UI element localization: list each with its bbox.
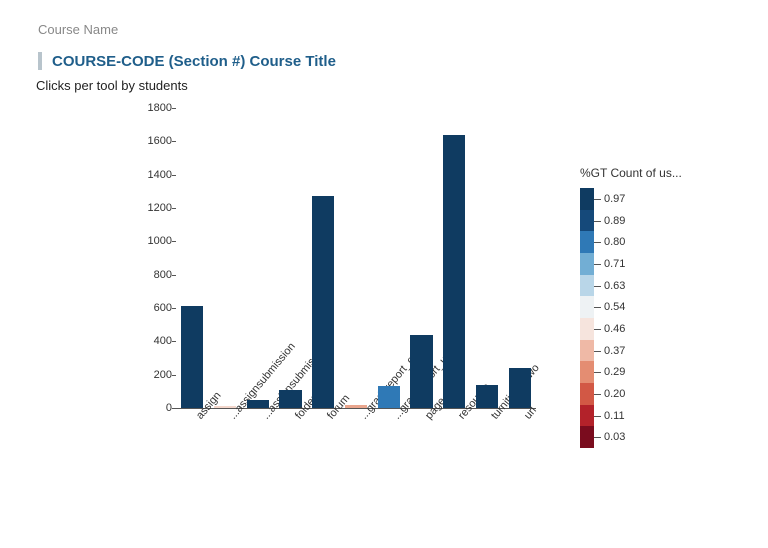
y-tick-label: 1000 bbox=[132, 235, 172, 247]
legend-tick-mark bbox=[594, 437, 601, 438]
y-tick-mark bbox=[172, 141, 176, 142]
legend-tick-mark bbox=[594, 221, 601, 222]
legend-tick-mark bbox=[594, 372, 601, 373]
bar[interactable] bbox=[509, 368, 531, 408]
title-row: COURSE-CODE (Section #) Course Title bbox=[38, 52, 336, 70]
legend-body: 0.97 0.89 0.80 0.71 0.63 0.54 0.46 0.37 0.29 0.20… bbox=[580, 188, 740, 448]
legend-tick-label: 0.37 bbox=[604, 345, 625, 357]
section-label: Course Name bbox=[38, 22, 118, 37]
legend-tick-label: 0.89 bbox=[604, 215, 625, 227]
legend-swatch bbox=[580, 383, 594, 405]
y-tick-label: 200 bbox=[132, 369, 172, 381]
y-tick-label: 1600 bbox=[132, 135, 172, 147]
y-tick-mark bbox=[172, 208, 176, 209]
bar[interactable] bbox=[279, 390, 301, 408]
legend-swatch bbox=[580, 296, 594, 318]
chart-subtitle: Clicks per tool by students bbox=[36, 78, 188, 93]
y-tick-mark bbox=[172, 375, 176, 376]
legend-swatch bbox=[580, 318, 594, 340]
legend-tick-label: 0.63 bbox=[604, 280, 625, 292]
y-tick-mark bbox=[172, 241, 176, 242]
legend-tick-mark bbox=[594, 351, 601, 352]
bar-chart: 020040060080010001200140016001800assigna… bbox=[136, 108, 536, 428]
legend-swatch bbox=[580, 340, 594, 362]
y-tick-mark bbox=[172, 175, 176, 176]
legend-tick-label: 0.03 bbox=[604, 431, 625, 443]
legend-swatch bbox=[580, 275, 594, 297]
bar[interactable] bbox=[443, 135, 465, 408]
report-canvas: Course Name COURSE-CODE (Section #) Cour… bbox=[0, 0, 768, 548]
bar[interactable] bbox=[410, 335, 432, 408]
legend-tick-mark bbox=[594, 242, 601, 243]
y-tick-mark bbox=[172, 275, 176, 276]
legend-swatch bbox=[580, 361, 594, 383]
y-tick-label: 400 bbox=[132, 335, 172, 347]
bar[interactable] bbox=[312, 196, 334, 408]
legend-tick-label: 0.20 bbox=[604, 388, 625, 400]
bar[interactable] bbox=[476, 385, 498, 408]
legend-tick-mark bbox=[594, 394, 601, 395]
legend-tick-label: 0.11 bbox=[604, 410, 625, 422]
bar[interactable] bbox=[181, 306, 203, 408]
legend-swatch bbox=[580, 210, 594, 232]
course-title: COURSE-CODE (Section #) Course Title bbox=[52, 53, 336, 70]
legend-swatch bbox=[580, 426, 594, 448]
legend-tick-label: 0.80 bbox=[604, 236, 625, 248]
y-tick-label: 0 bbox=[132, 402, 172, 414]
color-legend: %GT Count of us... 0.970.890.800.710.630… bbox=[580, 166, 740, 448]
legend-tick-label: 0.46 bbox=[604, 323, 625, 335]
legend-tick-mark bbox=[594, 307, 601, 308]
legend-tick-mark bbox=[594, 416, 601, 417]
legend-title: %GT Count of us... bbox=[580, 166, 740, 180]
y-tick-label: 600 bbox=[132, 302, 172, 314]
y-tick-label: 800 bbox=[132, 269, 172, 281]
title-accent-bar bbox=[38, 52, 42, 70]
legend-tick-label: 0.97 bbox=[604, 193, 625, 205]
legend-tick-label: 0.29 bbox=[604, 366, 625, 378]
y-tick-label: 1800 bbox=[132, 102, 172, 114]
y-tick-label: 1200 bbox=[132, 202, 172, 214]
legend-tick-mark bbox=[594, 199, 601, 200]
bar[interactable] bbox=[378, 386, 400, 408]
legend-tick-label: 0.54 bbox=[604, 301, 625, 313]
y-tick-mark bbox=[172, 108, 176, 109]
y-tick-mark bbox=[172, 341, 176, 342]
legend-swatch bbox=[580, 405, 594, 427]
y-tick-mark bbox=[172, 308, 176, 309]
legend-tick-label: 0.71 bbox=[604, 258, 625, 270]
y-tick-label: 1400 bbox=[132, 169, 172, 181]
legend-tick-mark bbox=[594, 286, 601, 287]
legend-tick-mark bbox=[594, 329, 601, 330]
legend-swatch bbox=[580, 188, 594, 210]
legend-tick-mark bbox=[594, 264, 601, 265]
plot-area: 020040060080010001200140016001800assigna… bbox=[176, 108, 536, 409]
legend-swatch bbox=[580, 231, 594, 253]
legend-swatch bbox=[580, 253, 594, 275]
y-tick-mark bbox=[172, 408, 176, 409]
